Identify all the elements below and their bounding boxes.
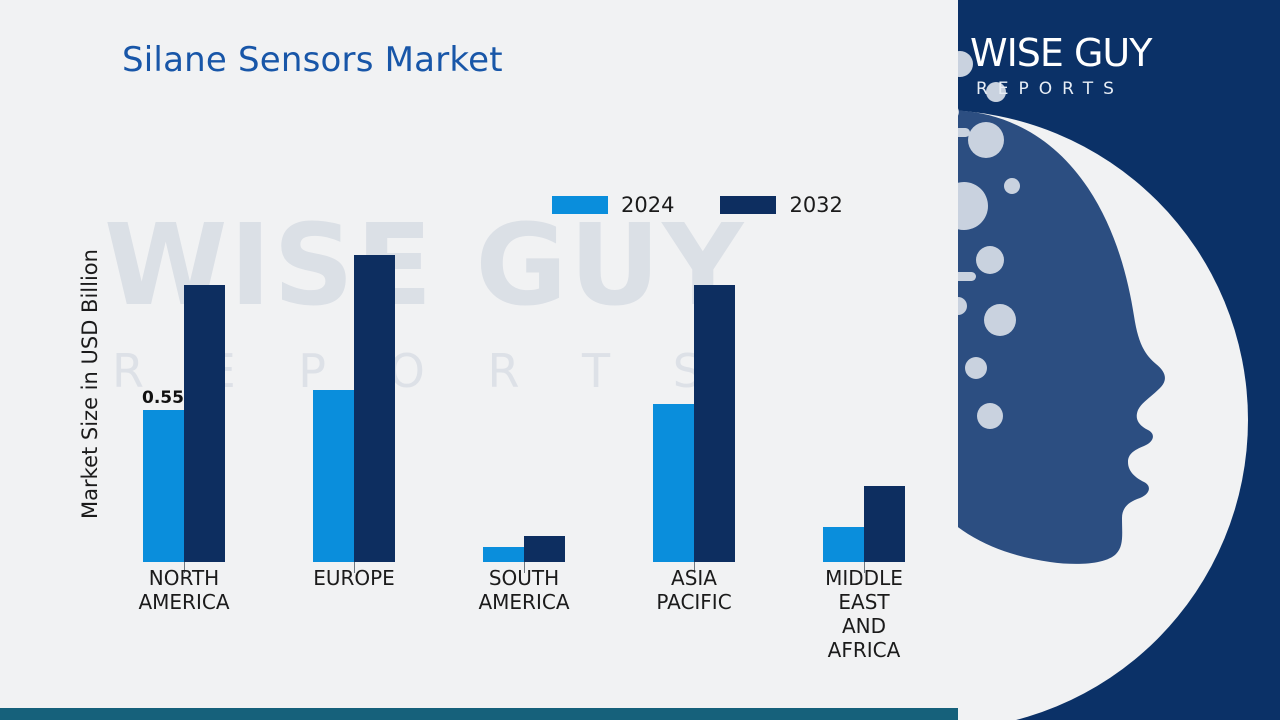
bar-group <box>483 230 565 562</box>
brand-panel: WISE GUY REPORTS <box>958 0 1280 720</box>
bar-chart: Market Size in USD Billion 2024 2032 NOR… <box>78 193 940 662</box>
category-label: EUROPE <box>313 566 395 590</box>
axis-tick <box>694 562 695 573</box>
bar-group <box>143 230 225 562</box>
chart-legend: 2024 2032 <box>552 193 843 217</box>
molecular-dots-pattern <box>958 51 1020 429</box>
category-label: SOUTH AMERICA <box>478 566 570 614</box>
bar-group <box>313 230 395 562</box>
legend-item-2024[interactable]: 2024 <box>552 193 674 217</box>
bar-2032[interactable] <box>184 285 225 562</box>
legend-label-2024: 2024 <box>621 193 675 217</box>
y-axis-label: Market Size in USD Billion <box>78 249 102 519</box>
bar-2024[interactable] <box>483 546 524 562</box>
category-label: ASIA PACIFIC <box>656 566 732 614</box>
head-profile-icon <box>958 110 1165 564</box>
chart-panel: Silane Sensors Market WISE GUY R E P O R… <box>0 40 962 720</box>
axis-tick <box>864 562 865 573</box>
bar-2024[interactable] <box>823 527 864 562</box>
bar-2032[interactable] <box>524 535 565 562</box>
legend-swatch-2032 <box>720 196 777 214</box>
bar-group <box>653 230 735 562</box>
page-title: Silane Sensors Market <box>122 40 503 80</box>
logo-sub-text: REPORTS <box>976 79 1124 99</box>
legend-item-2032[interactable]: 2032 <box>720 193 843 217</box>
bar-2032[interactable] <box>354 254 395 562</box>
axis-tick <box>524 562 525 573</box>
bar-2032[interactable] <box>864 485 905 562</box>
bar-value-label: 0.55 <box>142 387 184 408</box>
bar-2024[interactable] <box>653 404 694 562</box>
brand-logo: WISE GUY REPORTS <box>970 34 1270 130</box>
logo-main-text: WISE GUY <box>970 31 1152 75</box>
bar-2024[interactable] <box>313 390 354 562</box>
legend-swatch-2024 <box>552 196 608 214</box>
category-label: MIDDLE EAST AND AFRICA <box>825 566 903 662</box>
bottom-accent-strip <box>0 708 962 720</box>
category-label: NORTH AMERICA <box>138 566 230 614</box>
bar-2024[interactable] <box>143 409 184 562</box>
legend-label-2032: 2032 <box>789 193 843 217</box>
axis-tick <box>354 562 355 573</box>
bar-group <box>823 230 905 562</box>
plot-area <box>104 230 940 562</box>
axis-tick <box>184 562 185 573</box>
bar-2032[interactable] <box>694 285 735 562</box>
